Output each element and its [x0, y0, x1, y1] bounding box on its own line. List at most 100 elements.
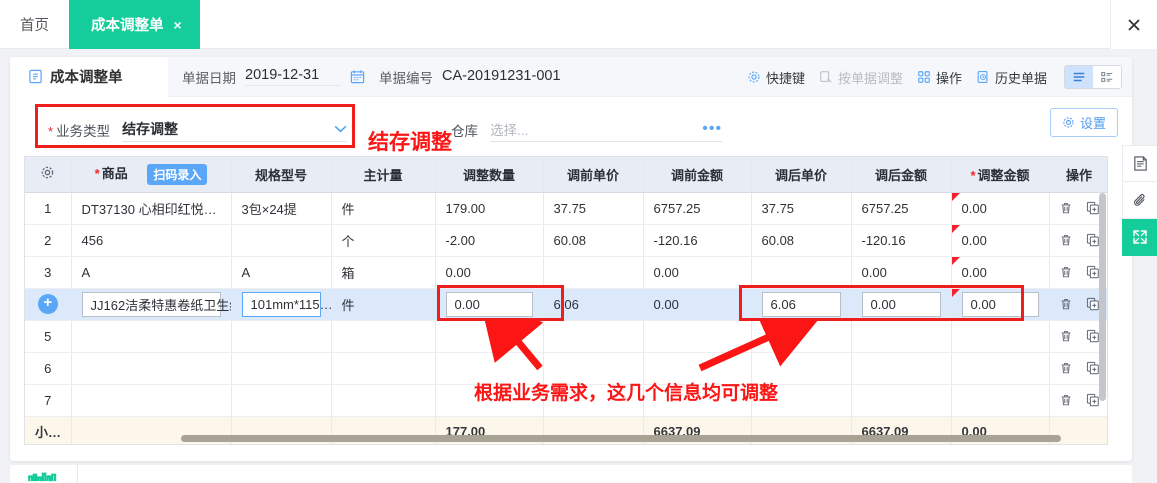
cell-amount-after[interactable]	[851, 384, 952, 417]
scan-entry-badge[interactable]: 扫码录入	[147, 164, 208, 186]
column-settings-header[interactable]	[25, 157, 72, 193]
trash-icon[interactable]	[1059, 393, 1073, 407]
cell-spec[interactable]	[231, 384, 332, 417]
cell-price-before[interactable]: 6.06	[543, 288, 644, 321]
cell-amount-after[interactable]	[851, 320, 952, 353]
copy-add-icon[interactable]	[1086, 329, 1100, 343]
cell-price-before[interactable]	[543, 384, 644, 417]
shortcut-button[interactable]: 快捷键	[747, 68, 805, 87]
table-row[interactable]: 3 A A 箱 0.00 0.00 0.00 0.00	[25, 256, 1107, 289]
table-row[interactable]: 5	[25, 320, 1107, 353]
table-row[interactable]: 7	[25, 384, 1107, 417]
tab-home[interactable]: 首页	[0, 0, 69, 49]
trash-icon[interactable]	[1059, 361, 1073, 375]
cell-spec[interactable]	[231, 320, 332, 353]
cell-unit[interactable]: 件	[331, 288, 436, 321]
table-row[interactable]: 1 DT37130 心相印红悦系… 3包×24提 件 179.00 37.75 …	[25, 192, 1107, 225]
cell-unit[interactable]: 件	[331, 192, 436, 225]
cell-adjust-amount[interactable]: 0.00	[951, 192, 1050, 225]
table-row[interactable]: + JJ162洁柔特惠卷纸卫生纸 101mm*115… 件 0.00 6.06	[25, 288, 1107, 321]
copy-add-icon[interactable]	[1086, 233, 1100, 247]
header-adjust-amount[interactable]: * 调整金额	[951, 157, 1050, 193]
cell-qty[interactable]: 179.00	[435, 192, 544, 225]
fullscreen-button[interactable]	[1122, 219, 1157, 256]
copy-add-icon[interactable]	[1086, 201, 1100, 215]
header-price-after[interactable]: 调后单价	[751, 157, 852, 193]
cell-price-before[interactable]: 37.75	[543, 192, 644, 225]
cell-price-before[interactable]	[543, 320, 644, 353]
bottom-tab-fragment[interactable]	[10, 465, 78, 483]
cell-amount-after[interactable]: -120.16	[851, 224, 952, 257]
notes-button[interactable]	[1122, 145, 1157, 182]
cell-unit[interactable]	[331, 352, 436, 385]
doc-date-value[interactable]: 2019-12-31	[245, 67, 341, 86]
cell-amount-before[interactable]	[643, 320, 752, 353]
cell-spec[interactable]: A	[231, 256, 332, 289]
header-spec[interactable]: 规格型号	[231, 157, 332, 193]
cell-qty[interactable]	[435, 384, 544, 417]
cell-goods[interactable]: 456	[71, 224, 232, 257]
cell-price-before[interactable]	[543, 352, 644, 385]
price-after-input[interactable]: 6.06	[761, 291, 841, 317]
cell-goods[interactable]	[71, 352, 232, 385]
calendar-icon[interactable]	[350, 69, 365, 84]
cell-amount-after[interactable]: 0.00	[851, 288, 952, 321]
qty-input[interactable]: 0.00	[445, 291, 533, 317]
trash-icon[interactable]	[1059, 297, 1073, 311]
amount-after-input[interactable]: 0.00	[861, 291, 941, 317]
copy-add-icon[interactable]	[1086, 393, 1100, 407]
cell-price-after[interactable]: 6.06	[751, 288, 852, 321]
cell-qty[interactable]: -2.00	[435, 224, 544, 257]
cell-unit[interactable]: 个	[331, 224, 436, 257]
cell-price-after[interactable]: 37.75	[751, 192, 852, 225]
cell-unit[interactable]: 箱	[331, 256, 436, 289]
cell-goods[interactable]: A	[71, 256, 232, 289]
history-docs-button[interactable]: 历史单据	[976, 68, 1047, 87]
cell-adjust-amount[interactable]: 0.00	[951, 256, 1050, 289]
trash-icon[interactable]	[1059, 201, 1073, 215]
tab-close-icon[interactable]: ×	[173, 16, 182, 33]
cell-price-after[interactable]	[751, 256, 852, 289]
cell-qty[interactable]	[435, 320, 544, 353]
view-detail-button[interactable]	[1093, 66, 1121, 88]
cell-price-before[interactable]: 60.08	[543, 224, 644, 257]
copy-add-icon[interactable]	[1086, 297, 1100, 311]
cell-price-after[interactable]	[751, 384, 852, 417]
attachment-button[interactable]	[1122, 182, 1157, 219]
goods-input[interactable]: JJ162洁柔特惠卷纸卫生纸	[81, 291, 230, 317]
trash-icon[interactable]	[1059, 265, 1073, 279]
cell-amount-before[interactable]: 0.00	[643, 256, 752, 289]
trash-icon[interactable]	[1059, 329, 1073, 343]
add-row-button[interactable]: +	[37, 294, 58, 314]
copy-add-icon[interactable]	[1086, 361, 1100, 375]
cell-price-after[interactable]: 60.08	[751, 224, 852, 257]
cell-price-after[interactable]	[751, 320, 852, 353]
header-amount-after[interactable]: 调后金额	[851, 157, 952, 193]
cell-adjust-amount[interactable]: 0.00	[951, 224, 1050, 257]
adjust-by-doc-button[interactable]: 按单据调整	[819, 68, 903, 87]
cell-spec[interactable]: 101mm*115…	[231, 288, 332, 321]
cell-adjust-amount[interactable]	[951, 384, 1050, 417]
vertical-scrollbar[interactable]	[1099, 193, 1106, 401]
cell-spec[interactable]: 3包×24提	[231, 192, 332, 225]
header-operations[interactable]: 操作	[1049, 157, 1107, 193]
cell-goods[interactable]: JJ162洁柔特惠卷纸卫生纸	[71, 288, 232, 321]
table-row[interactable]: 2 456 个 -2.00 60.08 -120.16 60.08 -120.1…	[25, 224, 1107, 257]
spec-input[interactable]: 101mm*115…	[241, 291, 330, 317]
header-unit[interactable]: 主计量	[331, 157, 436, 193]
cell-goods[interactable]: DT37130 心相印红悦系…	[71, 192, 232, 225]
cell-amount-before[interactable]: 0.00	[643, 288, 752, 321]
warehouse-select[interactable]: 选择... •••	[490, 116, 723, 142]
biz-type-select[interactable]: 结存调整	[122, 116, 348, 142]
cell-goods[interactable]	[71, 384, 232, 417]
header-price-before[interactable]: 调前单价	[543, 157, 644, 193]
cell-spec[interactable]	[231, 224, 332, 257]
cell-adjust-amount[interactable]	[951, 320, 1050, 353]
cell-qty[interactable]: 0.00	[435, 256, 544, 289]
copy-add-icon[interactable]	[1086, 265, 1100, 279]
horizontal-scrollbar[interactable]	[181, 435, 1061, 442]
cell-spec[interactable]	[231, 352, 332, 385]
cell-adjust-amount[interactable]: 0.00	[951, 288, 1050, 321]
header-qty[interactable]: 调整数量	[435, 157, 544, 193]
cell-amount-after[interactable]: 6757.25	[851, 192, 952, 225]
